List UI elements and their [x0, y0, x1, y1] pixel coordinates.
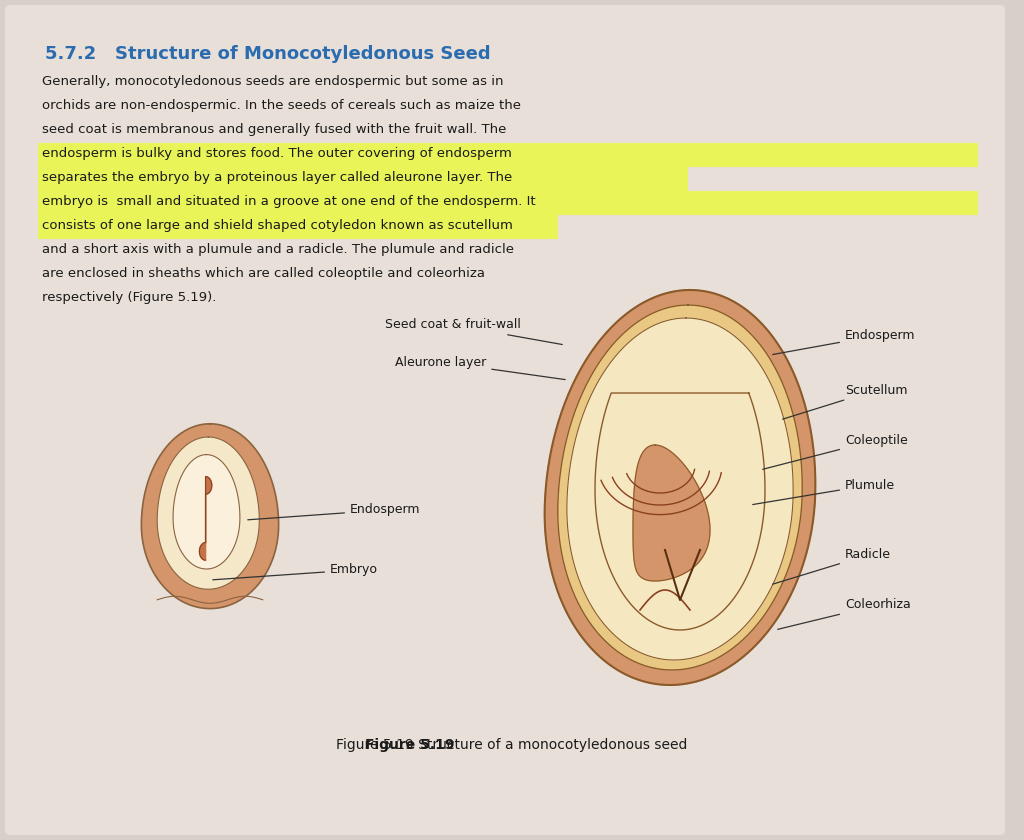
Text: Endosperm: Endosperm	[773, 328, 915, 354]
Text: Embryo: Embryo	[213, 564, 378, 580]
Text: Figure 5.19: Figure 5.19	[365, 738, 455, 752]
Text: consists of one large and shield shaped cotyledon known as scutellum: consists of one large and shield shaped …	[42, 219, 513, 232]
Text: Coleoptile: Coleoptile	[763, 433, 907, 470]
Bar	[38, 167, 688, 191]
Text: respectively (Figure 5.19).: respectively (Figure 5.19).	[42, 291, 216, 304]
Text: Aleurone layer: Aleurone layer	[395, 355, 565, 380]
Text: Figure 5.19 Structure of a monocotyledonous seed: Figure 5.19 Structure of a monocotyledon…	[336, 738, 688, 752]
Polygon shape	[141, 424, 279, 609]
Polygon shape	[558, 305, 802, 670]
Text: Radicle: Radicle	[773, 549, 891, 584]
FancyBboxPatch shape	[5, 5, 1005, 835]
Text: Scutellum: Scutellum	[782, 384, 907, 419]
Text: Coleorhiza: Coleorhiza	[777, 598, 910, 629]
Polygon shape	[158, 437, 259, 589]
Polygon shape	[633, 445, 710, 581]
Polygon shape	[545, 290, 815, 685]
Text: are enclosed in sheaths which are called coleoptile and coleorhiza: are enclosed in sheaths which are called…	[42, 267, 485, 280]
Text: 5.7.2   Structure of Monocotyledonous Seed: 5.7.2 Structure of Monocotyledonous Seed	[45, 45, 490, 63]
Bar	[38, 215, 558, 239]
Polygon shape	[200, 476, 212, 560]
Text: orchids are non-endospermic. In the seeds of cereals such as maize the: orchids are non-endospermic. In the seed…	[42, 99, 521, 112]
Text: Generally, monocotyledonous seeds are endospermic but some as in: Generally, monocotyledonous seeds are en…	[42, 75, 504, 88]
Text: and a short axis with a plumule and a radicle. The plumule and radicle: and a short axis with a plumule and a ra…	[42, 243, 514, 256]
Text: Plumule: Plumule	[753, 479, 895, 505]
Text: endosperm is bulky and stores food. The outer covering of endosperm: endosperm is bulky and stores food. The …	[42, 147, 512, 160]
Text: embryo is  small and situated in a groove at one end of the endosperm. It: embryo is small and situated in a groove…	[42, 195, 536, 208]
Polygon shape	[173, 454, 240, 569]
Text: Endosperm: Endosperm	[248, 503, 421, 520]
Text: Seed coat & fruit-wall: Seed coat & fruit-wall	[385, 318, 562, 344]
Text: seed coat is membranous and generally fused with the fruit wall. The: seed coat is membranous and generally fu…	[42, 123, 507, 136]
Bar	[38, 143, 978, 167]
Bar	[38, 191, 978, 215]
Polygon shape	[567, 318, 794, 660]
Text: separates the embryo by a proteinous layer called aleurone layer. The: separates the embryo by a proteinous lay…	[42, 171, 512, 184]
